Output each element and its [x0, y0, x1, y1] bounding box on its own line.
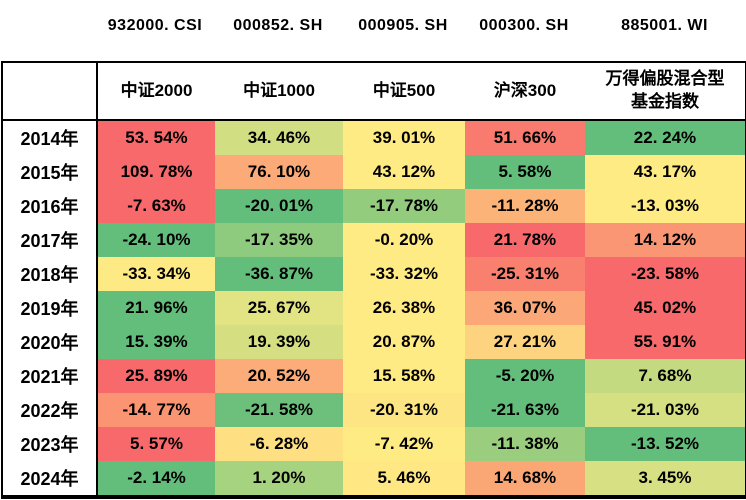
table-row: 2023年 5. 57% -6. 28% -7. 42% -11. 38% -13. 52… [2, 427, 746, 461]
return-cell: 76. 10% [215, 155, 343, 189]
return-cell: -13. 52% [585, 427, 746, 461]
year-label: 2021年 [2, 359, 98, 393]
return-cell: 5. 58% [465, 155, 585, 189]
year-label: 2016年 [2, 189, 98, 223]
return-cell: 14. 12% [585, 223, 746, 257]
return-cell: 26. 38% [343, 291, 465, 325]
corner-cell [2, 62, 98, 121]
return-cell: -20. 31% [343, 393, 465, 427]
return-cell: 34. 46% [215, 120, 343, 155]
column-header-csi2000: 中证2000 [97, 62, 215, 121]
return-cell: 21. 78% [465, 223, 585, 257]
return-cell: -7. 63% [97, 189, 215, 223]
return-cell: 19. 39% [215, 325, 343, 359]
return-cell: 43. 12% [343, 155, 465, 189]
return-cell: 43. 17% [585, 155, 746, 189]
return-cell: 3. 45% [585, 461, 746, 497]
return-cell: -14. 77% [97, 393, 215, 427]
table-row: 2022年 -14. 77% -21. 58% -20. 31% -21. 63% -21… [2, 393, 746, 427]
index-code: 932000. CSI [107, 16, 203, 34]
return-cell: -6. 28% [215, 427, 343, 461]
returns-heatmap-table: 中证2000 中证1000 中证500 沪深300 万得偏股混合型 基金指数 2… [1, 61, 746, 499]
year-label: 2015年 [2, 155, 98, 189]
return-cell: 7. 68% [585, 359, 746, 393]
return-cell: -20. 01% [215, 189, 343, 223]
year-label: 2020年 [2, 325, 98, 359]
return-cell: -25. 31% [465, 257, 585, 291]
return-cell: 22. 24% [585, 120, 746, 155]
return-cell: -11. 38% [465, 427, 585, 461]
return-cell: -5. 20% [465, 359, 585, 393]
return-cell: 27. 21% [465, 325, 585, 359]
column-header-csi500: 中证500 [343, 62, 465, 121]
return-cell: -36. 87% [215, 257, 343, 291]
return-cell: 21. 96% [97, 291, 215, 325]
return-cell: 36. 07% [465, 291, 585, 325]
table-row: 2016年 -7. 63% -20. 01% -17. 78% -11. 28% -13.… [2, 189, 746, 223]
return-cell: 51. 66% [465, 120, 585, 155]
index-code: 000905. SH [358, 16, 448, 34]
return-cell: 15. 58% [343, 359, 465, 393]
table-row: 2014年 53. 54% 34. 46% 39. 01% 51. 66% 22. 24% [2, 120, 746, 155]
year-label: 2014年 [2, 120, 98, 155]
table-body: 2014年 53. 54% 34. 46% 39. 01% 51. 66% 22. 24%… [2, 120, 746, 497]
return-cell: -2. 14% [97, 461, 215, 497]
return-cell: 5. 46% [343, 461, 465, 497]
table-row: 2019年 21. 96% 25. 67% 26. 38% 36. 07% 45. 02% [2, 291, 746, 325]
return-cell: -21. 03% [585, 393, 746, 427]
index-codes-row: 932000. CSI 000852. SH 000905. SH 000300… [1, 0, 746, 61]
return-cell: 14. 68% [465, 461, 585, 497]
year-label: 2023年 [2, 427, 98, 461]
return-cell: 39. 01% [343, 120, 465, 155]
table-row: 2015年 109. 78% 76. 10% 43. 12% 5. 58% 43. 17% [2, 155, 746, 189]
table-row: 2018年 -33. 34% -36. 87% -33. 32% -25. 31% -23… [2, 257, 746, 291]
return-cell: 53. 54% [97, 120, 215, 155]
table-row: 2024年 -2. 14% 1. 20% 5. 46% 14. 68% 3. 45% [2, 461, 746, 497]
column-header-hs300: 沪深300 [465, 62, 585, 121]
return-cell: 25. 89% [97, 359, 215, 393]
return-cell: -23. 58% [585, 257, 746, 291]
index-code: 000300. SH [479, 16, 569, 34]
header-row: 中证2000 中证1000 中证500 沪深300 万得偏股混合型 基金指数 [2, 62, 746, 121]
return-cell: -33. 34% [97, 257, 215, 291]
return-cell: -7. 42% [343, 427, 465, 461]
return-cell: 20. 87% [343, 325, 465, 359]
return-cell: -17. 35% [215, 223, 343, 257]
return-cell: -33. 32% [343, 257, 465, 291]
return-cell: 5. 57% [97, 427, 215, 461]
return-cell: 109. 78% [97, 155, 215, 189]
return-cell: -13. 03% [585, 189, 746, 223]
index-code: 000852. SH [233, 16, 323, 34]
return-cell: -21. 63% [465, 393, 585, 427]
year-label: 2024年 [2, 461, 98, 497]
index-code: 885001. WI [621, 16, 708, 34]
table-row: 2021年 25. 89% 20. 52% 15. 58% -5. 20% 7. 68% [2, 359, 746, 393]
return-cell: 1. 20% [215, 461, 343, 497]
return-cell: -11. 28% [465, 189, 585, 223]
year-label: 2019年 [2, 291, 98, 325]
return-cell: 15. 39% [97, 325, 215, 359]
column-header-wind-fund-index: 万得偏股混合型 基金指数 [585, 62, 746, 121]
return-cell: -0. 20% [343, 223, 465, 257]
year-label: 2017年 [2, 223, 98, 257]
return-cell: 55. 91% [585, 325, 746, 359]
year-label: 2018年 [2, 257, 98, 291]
year-label: 2022年 [2, 393, 98, 427]
return-cell: 45. 02% [585, 291, 746, 325]
column-header-csi1000: 中证1000 [215, 62, 343, 121]
return-cell: 25. 67% [215, 291, 343, 325]
table-row: 2020年 15. 39% 19. 39% 20. 87% 27. 21% 55. 91% [2, 325, 746, 359]
table-row: 2017年 -24. 10% -17. 35% -0. 20% 21. 78% 14. 1… [2, 223, 746, 257]
return-cell: -17. 78% [343, 189, 465, 223]
table-header: 中证2000 中证1000 中证500 沪深300 万得偏股混合型 基金指数 [2, 62, 746, 121]
return-cell: 20. 52% [215, 359, 343, 393]
return-cell: -21. 58% [215, 393, 343, 427]
return-cell: -24. 10% [97, 223, 215, 257]
